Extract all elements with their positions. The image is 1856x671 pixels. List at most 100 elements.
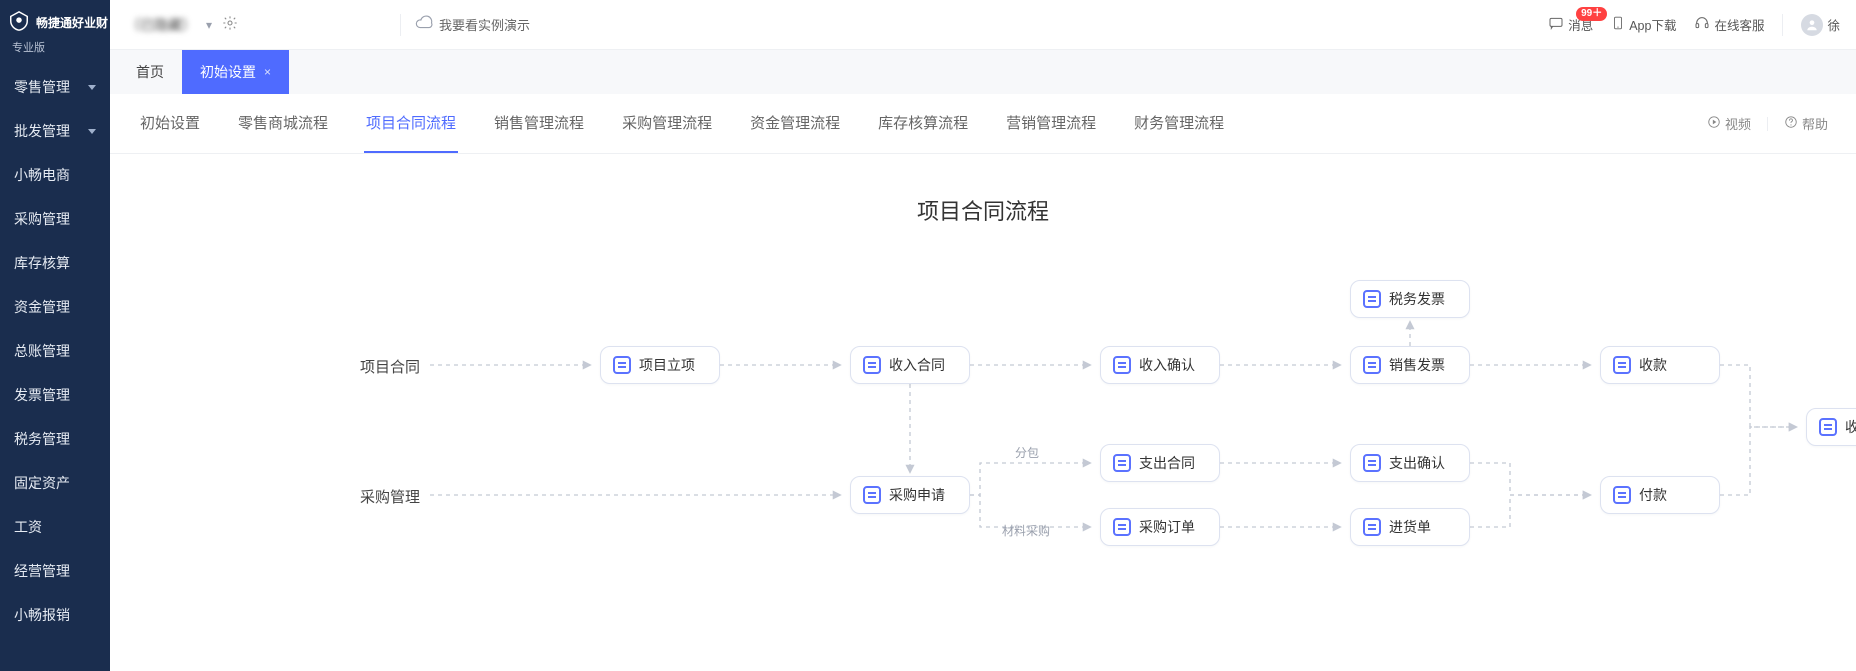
sidebar-item-label: 小畅电商 — [14, 165, 70, 185]
subtabs: 初始设置零售商城流程项目合同流程销售管理流程采购管理流程资金管理流程库存核算流程… — [110, 94, 1856, 154]
sidebar-item-label: 批发管理 — [14, 121, 70, 141]
sidebar-item-label: 工资 — [14, 517, 42, 537]
flow-node-sales_inv[interactable]: 销售发票 — [1350, 346, 1470, 384]
subtab[interactable]: 采购管理流程 — [620, 94, 714, 153]
flow-row-label: 采购管理 — [360, 486, 420, 507]
document-icon — [1363, 356, 1381, 374]
flow-node-label: 采购订单 — [1139, 517, 1195, 537]
sidebar-item[interactable]: 小畅电商 — [0, 153, 110, 197]
messages-button[interactable]: 消息 99＋ — [1548, 15, 1593, 34]
divider — [400, 14, 401, 36]
flow-node-label: 支出合同 — [1139, 453, 1195, 473]
sidebar-item[interactable]: 总账管理 — [0, 329, 110, 373]
phone-icon — [1611, 15, 1625, 34]
sidebar-item[interactable]: 库存核算 — [0, 241, 110, 285]
sidebar-item-label: 小畅报销 — [14, 605, 70, 625]
help-label: 帮助 — [1802, 114, 1828, 133]
document-icon — [1113, 454, 1131, 472]
chevron-down-icon — [88, 129, 96, 134]
flow-node-proj_setup[interactable]: 项目立项 — [600, 346, 720, 384]
flow-node-income_cf[interactable]: 收入确认 — [1100, 346, 1220, 384]
flow-edge-label: 材料采购 — [1002, 522, 1050, 539]
support-button[interactable]: 在线客服 — [1694, 15, 1764, 34]
demo-link[interactable]: 我要看实例演示 — [415, 14, 530, 35]
subtab[interactable]: 初始设置 — [138, 94, 202, 153]
message-icon — [1548, 15, 1564, 34]
flow-edge-label: 分包 — [1015, 444, 1039, 461]
user-name: 徐 — [1827, 15, 1840, 34]
flow-node-label: 销售发票 — [1389, 355, 1445, 375]
help-button[interactable]: 帮助 — [1784, 114, 1828, 133]
sidebar-item[interactable]: 税务管理 — [0, 417, 110, 461]
flow-node-receipt[interactable]: 收款 — [1600, 346, 1720, 384]
flow-node-purch_ord[interactable]: 采购订单 — [1100, 508, 1220, 546]
flow-node-label: 支出确认 — [1389, 453, 1445, 473]
subtab[interactable]: 资金管理流程 — [748, 94, 842, 153]
subtab[interactable]: 库存核算流程 — [876, 94, 970, 153]
flow-node-purch_req[interactable]: 采购申请 — [850, 476, 970, 514]
edges-layer — [110, 154, 1856, 671]
document-icon — [1113, 518, 1131, 536]
flow-node-income_ct[interactable]: 收入合同 — [850, 346, 970, 384]
sidebar-item[interactable]: 批发管理 — [0, 109, 110, 153]
flow-node-label: 收入合同 — [889, 355, 945, 375]
flow-node-goods_in[interactable]: 进货单 — [1350, 508, 1470, 546]
org-selector[interactable]: （已隐藏） ▾ — [126, 15, 386, 35]
sidebar-item-label: 固定资产 — [14, 473, 70, 493]
brand-name: 畅捷通好业财 — [36, 14, 108, 31]
flow-node-label: 税务发票 — [1389, 289, 1445, 309]
flow-node-expend_ct[interactable]: 支出合同 — [1100, 444, 1220, 482]
flow-edge — [1720, 365, 1796, 427]
flow-node-payment[interactable]: 付款 — [1600, 476, 1720, 514]
app-download-label: App下载 — [1629, 15, 1676, 34]
video-button[interactable]: 视频 — [1707, 114, 1751, 133]
sidebar-item[interactable]: 采购管理 — [0, 197, 110, 241]
sidebar-item[interactable]: 发票管理 — [0, 373, 110, 417]
subtab[interactable]: 销售管理流程 — [492, 94, 586, 153]
flow-node-label: 收入合同执行表 — [1845, 417, 1856, 437]
sidebar-item-label: 经营管理 — [14, 561, 70, 581]
user-menu[interactable]: 徐 — [1801, 14, 1840, 36]
sidebar-item-label: 库存核算 — [14, 253, 70, 273]
flow-node-label: 收入确认 — [1139, 355, 1195, 375]
sidebar-item-label: 税务管理 — [14, 429, 70, 449]
gear-icon[interactable] — [222, 15, 238, 34]
flow-node-exec_rpt[interactable]: 收入合同执行表 — [1806, 408, 1856, 446]
page-tab[interactable]: 初始设置 × — [182, 50, 289, 94]
flow-node-label: 收款 — [1639, 355, 1667, 375]
sidebar-item-label: 零售管理 — [14, 77, 70, 97]
subtab[interactable]: 零售商城流程 — [236, 94, 330, 153]
flow-row-label: 项目合同 — [360, 356, 420, 377]
subtab[interactable]: 财务管理流程 — [1132, 94, 1226, 153]
document-icon — [613, 356, 631, 374]
logo-icon — [8, 10, 30, 35]
sidebar-list: 零售管理批发管理小畅电商采购管理库存核算资金管理总账管理发票管理税务管理固定资产… — [0, 65, 110, 637]
topbar: （已隐藏） ▾ 我要看实例演示 消息 99＋ App下载 — [110, 0, 1856, 50]
sidebar-item[interactable]: 零售管理 — [0, 65, 110, 109]
page-tab[interactable]: 首页 — [118, 50, 182, 94]
flow-node-expend_cf[interactable]: 支出确认 — [1350, 444, 1470, 482]
sidebar-item-label: 发票管理 — [14, 385, 70, 405]
close-icon[interactable]: × — [264, 65, 271, 79]
sidebar-item-label: 总账管理 — [14, 341, 70, 361]
sidebar-item[interactable]: 小畅报销 — [0, 593, 110, 637]
sidebar-item[interactable]: 资金管理 — [0, 285, 110, 329]
org-name: （已隐藏） — [126, 15, 196, 35]
flow-node-tax_inv[interactable]: 税务发票 — [1350, 280, 1470, 318]
flow-node-label: 进货单 — [1389, 517, 1431, 537]
page-tab-label: 初始设置 — [200, 62, 256, 82]
divider — [1782, 14, 1783, 36]
flow-edge — [1720, 427, 1796, 495]
chevron-down-icon: ▾ — [206, 18, 212, 32]
subtab[interactable]: 项目合同流程 — [364, 94, 458, 153]
subtab[interactable]: 营销管理流程 — [1004, 94, 1098, 153]
sidebar-item[interactable]: 经营管理 — [0, 549, 110, 593]
page-tabs: 首页初始设置 × — [110, 50, 1856, 94]
help-icon — [1784, 115, 1798, 132]
topbar-right: 消息 99＋ App下载 在线客服 徐 — [1548, 14, 1840, 36]
play-icon — [1707, 115, 1721, 132]
sidebar-item[interactable]: 工资 — [0, 505, 110, 549]
app-download-button[interactable]: App下载 — [1611, 15, 1676, 34]
sidebar-item[interactable]: 固定资产 — [0, 461, 110, 505]
brand-edition: 专业版 — [0, 39, 110, 65]
